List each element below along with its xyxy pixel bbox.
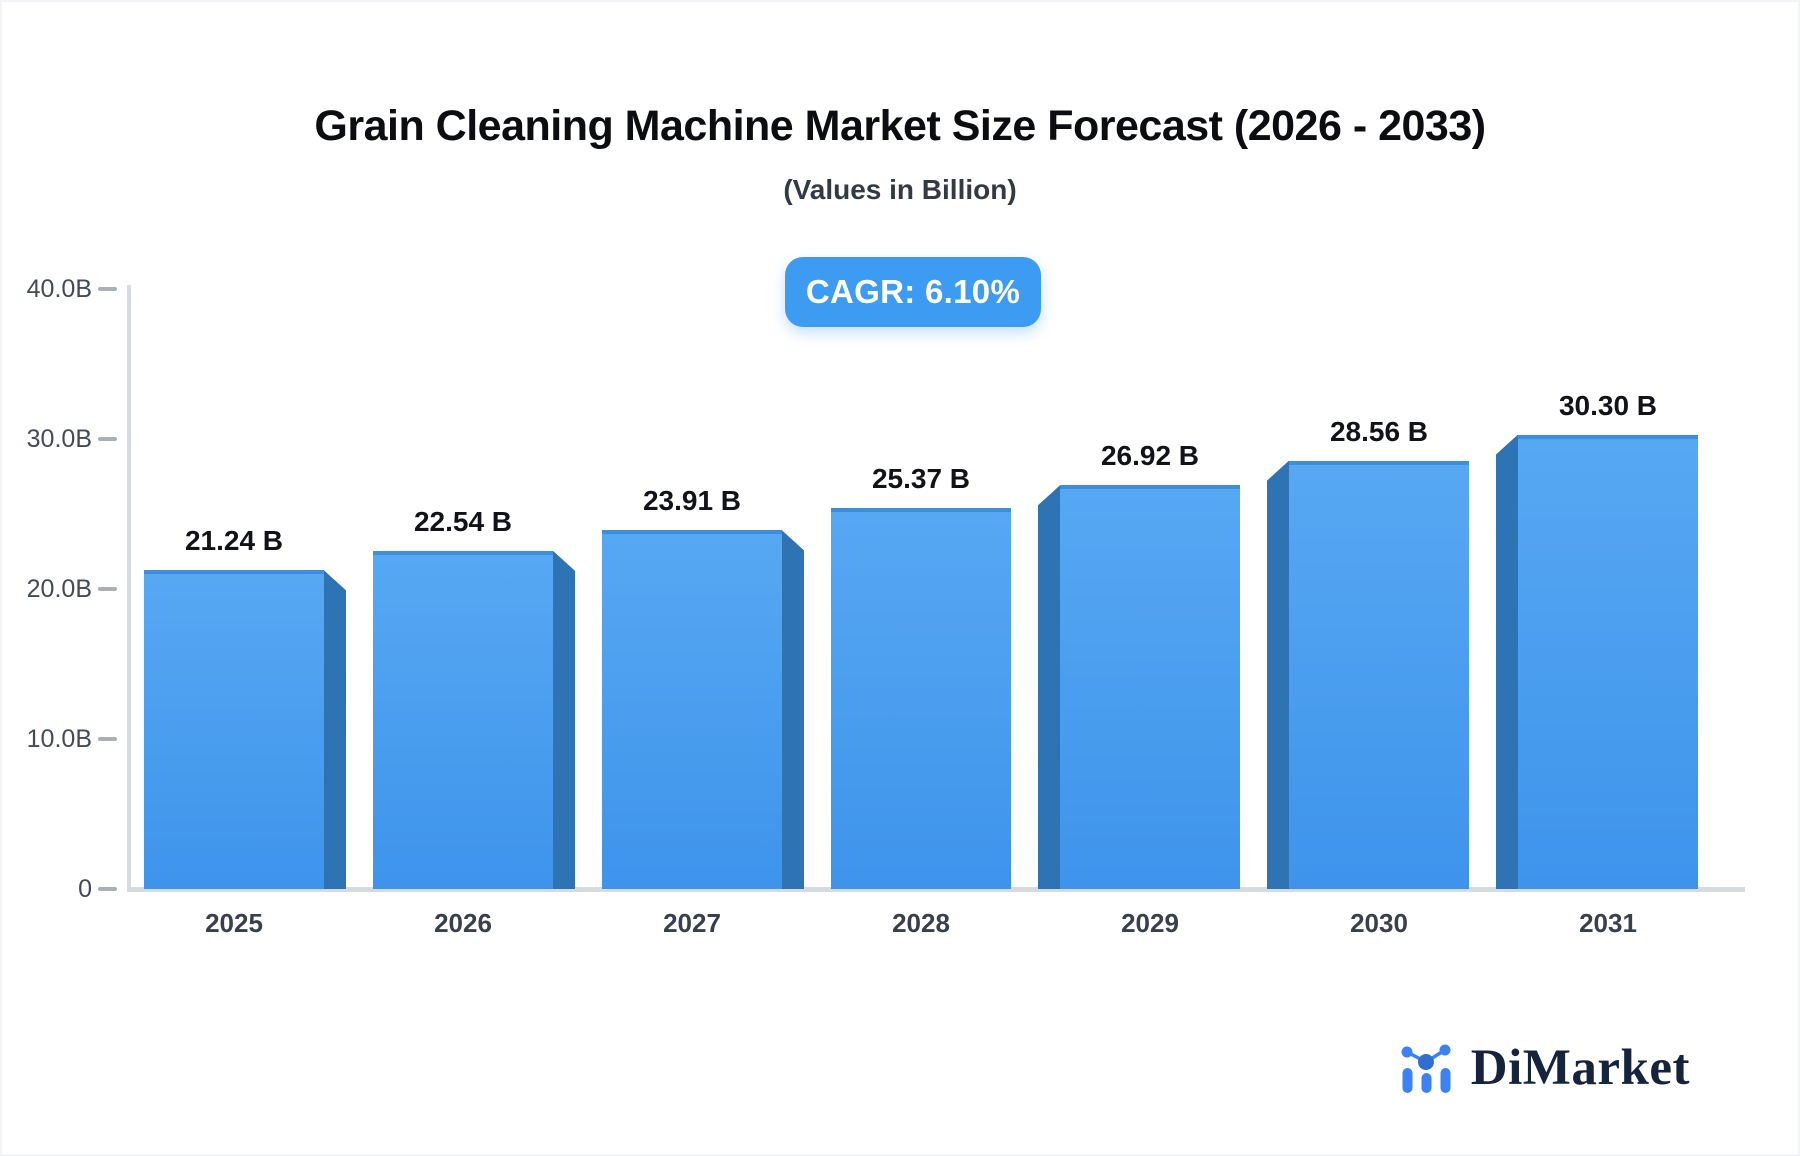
bar-2030[interactable]	[1289, 460, 1469, 889]
x-axis-category-label: 2025	[205, 908, 263, 938]
x-axis-category-label: 2028	[892, 908, 950, 938]
bar-value-label: 21.24 B	[184, 525, 284, 557]
bar-2029[interactable]	[1060, 485, 1240, 889]
bar-value-label: 25.37 B	[871, 463, 971, 495]
y-axis-tick-label: 10.0B	[26, 725, 92, 753]
x-axis-category-label: 2031	[1579, 908, 1637, 938]
y-axis-tick	[98, 587, 117, 591]
y-axis-tick	[98, 437, 117, 441]
y-axis-tick-label: 0	[78, 875, 92, 903]
bar-2026[interactable]	[373, 550, 553, 889]
chart-subtitle: (Values in Billion)	[783, 174, 1017, 205]
bar-2027[interactable]	[602, 530, 782, 889]
dimarket-logo: DiMarket	[1398, 1036, 1690, 1100]
y-axis-tick-label: 20.0B	[26, 575, 92, 603]
x-axis-category-label: 2030	[1350, 908, 1408, 938]
x-axis-category-label: 2026	[434, 908, 492, 938]
chart-title: Grain Cleaning Machine Market Size Forec…	[314, 102, 1486, 150]
y-axis-tick	[98, 887, 117, 891]
dimarket-logo-text: DiMarket	[1470, 1040, 1690, 1096]
cagr-badge-label: CAGR: 6.10%	[805, 273, 1021, 310]
bar-3d-side	[553, 550, 575, 889]
bar-value-label: 30.30 B	[1558, 389, 1658, 421]
bar-value-label: 23.91 B	[642, 485, 742, 517]
y-axis-line	[127, 285, 131, 892]
bar-value-label: 28.56 B	[1329, 415, 1429, 447]
cagr-badge: CAGR: 6.10%	[785, 257, 1041, 327]
x-axis-category-label: 2027	[663, 908, 721, 938]
x-axis-category-label: 2029	[1121, 908, 1179, 938]
bar-value-label: 26.92 B	[1100, 440, 1200, 472]
y-axis-tick-label: 40.0B	[26, 275, 92, 303]
bar-3d-side	[1038, 485, 1060, 889]
bar-3d-side	[1267, 460, 1289, 889]
bar-2028[interactable]	[831, 508, 1011, 889]
bar-chart-with-trendline-icon	[1401, 1044, 1451, 1093]
bar-3d-side	[324, 570, 346, 889]
bar-value-label: 22.54 B	[413, 505, 513, 537]
bar-2025[interactable]	[144, 570, 324, 889]
y-axis-tick	[98, 737, 117, 741]
bar-3d-side	[782, 530, 804, 889]
bar-3d-side	[1496, 434, 1518, 889]
x-axis-line	[127, 887, 1745, 892]
y-axis-tick	[98, 287, 117, 291]
y-axis-tick-label: 30.0B	[26, 425, 92, 453]
bar-2031[interactable]	[1518, 434, 1698, 889]
